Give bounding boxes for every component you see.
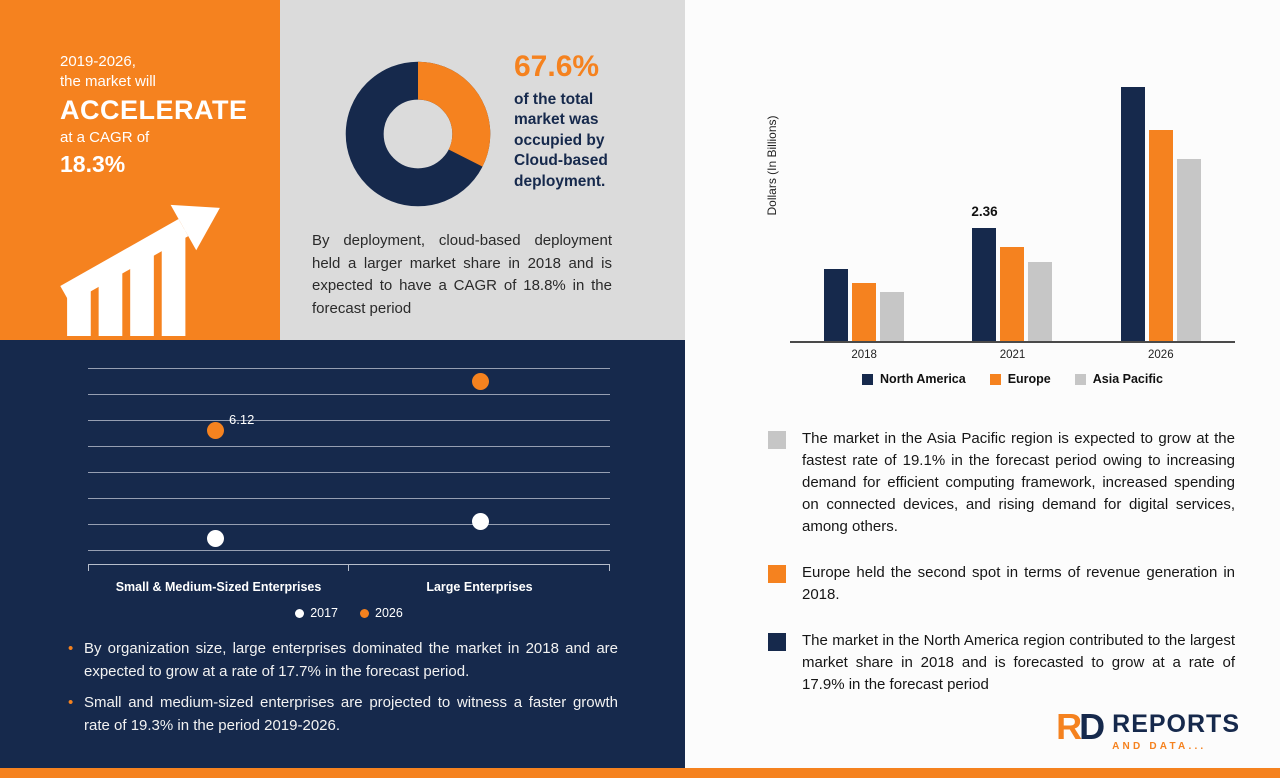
logo-mark-r: R [1056, 706, 1082, 747]
regions-panel: Dollars (In Billions) 2018 2.36 2021 2026 N… [685, 0, 1280, 768]
deployment-panel: 67.6% of the total market was occupied b… [280, 0, 685, 340]
bar-asia-pacific-2018 [880, 292, 905, 341]
region-bullet-0: The market in the Asia Pacific region is… [768, 428, 1235, 538]
legend-swatch-2026 [360, 608, 369, 618]
legend-item-2026: 2026 [360, 606, 403, 620]
promo-period: 2019-2026, [60, 53, 136, 70]
bar-chart-legend: North America Europe Asia Pacific [790, 372, 1235, 386]
legend-item-north-america: North America [862, 372, 966, 386]
bar-europe-2021 [1000, 247, 1025, 341]
logo-text: REPORTS AND DATA... [1112, 710, 1240, 753]
legend-label-asia-pacific: Asia Pacific [1092, 372, 1163, 386]
org-bullets: By organization size, large enterprises … [66, 638, 618, 746]
region-bullet-1: Europe held the second spot in terms of … [768, 562, 1235, 606]
bar-category-label-2026: 2026 [1148, 349, 1174, 361]
category-large-enterprises-label: Large Enterprises [426, 580, 533, 594]
dot-2017-small-medium-sized-enterprises [207, 530, 224, 547]
legend-label-north-america: North America [880, 372, 966, 386]
reports-and-data-logo: RD REPORTS AND DATA... [1056, 709, 1240, 753]
region-bullet-text: The market in the North America region c… [802, 632, 1235, 694]
growth-arrow-icon [60, 205, 220, 337]
axis-tick [609, 565, 610, 571]
footer-accent-strip [0, 768, 1280, 778]
dot-value-label: 6.12 [229, 412, 255, 427]
region-bullet-swatch [768, 565, 786, 584]
bar-asia-pacific-2021 [1028, 262, 1053, 341]
deployment-donut-chart [345, 61, 491, 207]
legend-swatch-2017 [295, 608, 305, 618]
promo-line4: at a CAGR of [60, 128, 150, 146]
dot-2017-large-enterprises [472, 513, 489, 530]
legend-label-2017: 2017 [310, 606, 338, 620]
org-category-labels: Small & Medium-Sized Enterprises Large E… [88, 580, 610, 594]
donut-segment [345, 61, 491, 207]
legend-label-2026: 2026 [375, 606, 403, 620]
region-bullet-2: The market in the North America region c… [768, 630, 1235, 696]
legend-label-europe: Europe [1007, 372, 1051, 386]
promo-headline: ACCELERATE [60, 94, 248, 125]
region-bullet-swatch [768, 633, 786, 652]
bar-chart-y-axis-label: Dollars (In Billions) [765, 115, 779, 216]
region-bullet-swatch [768, 431, 786, 449]
legend-swatch-asia-pacific [1074, 373, 1086, 385]
bar-data-label: 2.36 [971, 204, 998, 219]
dot-2026-large-enterprises [472, 373, 489, 390]
bar-group-2018: 2018 [824, 269, 905, 361]
category-sme-label: Small & Medium-Sized Enterprises [115, 580, 322, 594]
legend-item-asia-pacific: Asia Pacific [1074, 372, 1163, 386]
region-bullet-text: Europe held the second spot in terms of … [802, 564, 1235, 604]
legend-swatch-europe [989, 373, 1001, 385]
promo-cagr-value: 18.3% [60, 151, 126, 178]
logo-mark-d: D [1079, 706, 1105, 747]
legend-item-europe: Europe [989, 372, 1051, 386]
bar-north-america-2021: 2.36 [971, 204, 998, 341]
deployment-stat: 67.6% of the total market was occupied b… [514, 50, 666, 192]
promo-text: 2019-2026, the market will ACCELERATE at… [0, 0, 280, 178]
bar-plot: 2018 2.36 2021 2026 [790, 83, 1235, 361]
bar-north-america-2026 [1120, 87, 1145, 341]
region-bullet-text: The market in the Asia Pacific region is… [802, 430, 1235, 536]
org-bullet-large-enterprises: By organization size, large enterprises … [66, 638, 618, 683]
org-chart-legend: 2017 2026 [88, 606, 610, 620]
organization-panel: 6.12 Small & Medium-Sized Enterprises La… [0, 340, 685, 768]
org-dot-plot: 6.12 [88, 364, 610, 571]
deployment-stat-caption: of the total market was occupied by Clou… [514, 91, 608, 190]
axis-tick [348, 565, 349, 571]
bar-north-america-2018 [824, 269, 849, 341]
logo-mark-icon: RD [1056, 709, 1105, 745]
logo-tagline: AND DATA... [1112, 741, 1207, 752]
region-bullets: The market in the Asia Pacific region is… [768, 428, 1235, 720]
legend-item-2017: 2017 [295, 606, 338, 620]
bar-category-label-2021: 2021 [999, 349, 1026, 361]
deployment-stat-value: 67.6% [514, 50, 600, 83]
axis-tick [88, 565, 89, 571]
bar-group-2026: 2026 [1120, 87, 1201, 361]
bar-europe-2018 [852, 283, 877, 341]
bar-category-label-2018: 2018 [851, 349, 877, 361]
promo-line2: the market will [60, 73, 156, 91]
highlight-panel: 2019-2026, the market will ACCELERATE at… [0, 0, 280, 340]
bar-europe-2026 [1148, 130, 1173, 341]
logo-name: REPORTS [1112, 710, 1240, 738]
bar-asia-pacific-2026 [1176, 159, 1201, 341]
legend-swatch-north-america [862, 373, 874, 385]
org-bullet-sme: Small and medium-sized enterprises are p… [66, 692, 618, 737]
deployment-note: By deployment, cloud-based deployment he… [312, 232, 612, 317]
dot-2026-small-medium-sized-enterprises [207, 422, 224, 439]
bar-group-2021: 2.36 2021 [971, 204, 1053, 361]
